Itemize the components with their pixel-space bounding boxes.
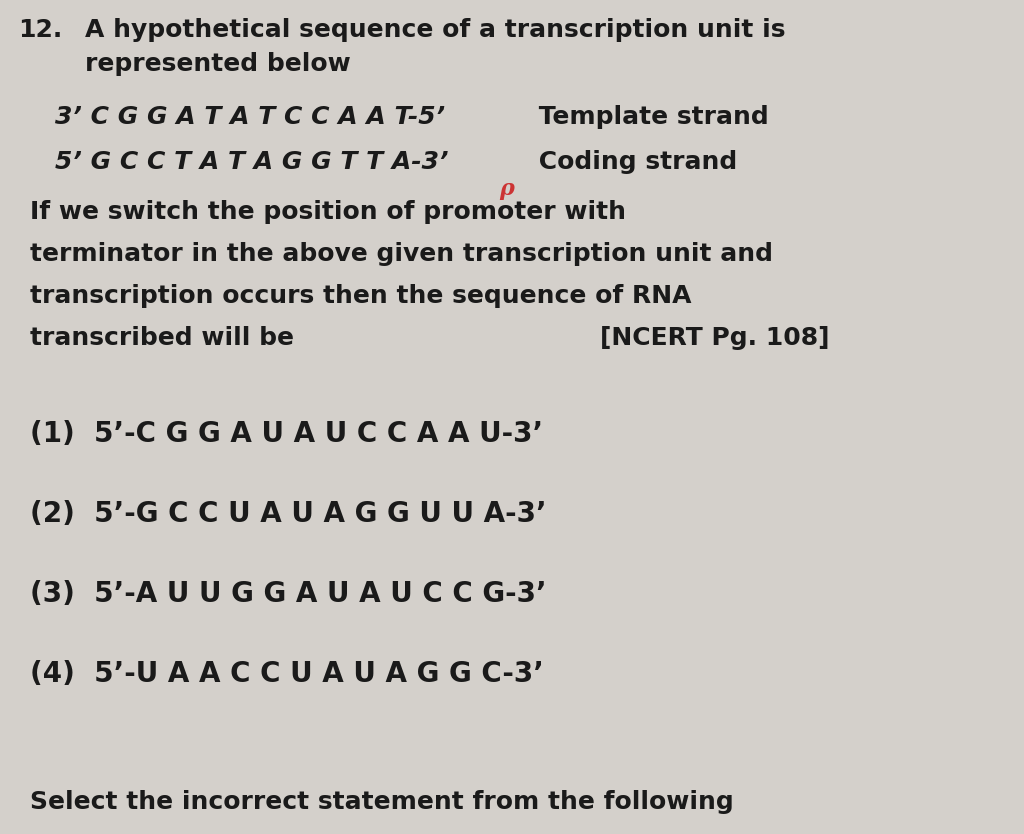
Text: (3)  5’-A U U G G A U A U C C G-3’: (3) 5’-A U U G G A U A U C C G-3’ (30, 580, 547, 608)
Text: (1)  5’-C G G A U A U C C A A U-3’: (1) 5’-C G G A U A U C C A A U-3’ (30, 420, 543, 448)
Text: Coding strand: Coding strand (530, 150, 737, 174)
Text: terminator in the above given transcription unit and: terminator in the above given transcript… (30, 242, 773, 266)
Text: 3’ C G G A T A T C C A A T-5’: 3’ C G G A T A T C C A A T-5’ (55, 105, 445, 129)
Text: transcribed will be: transcribed will be (30, 326, 294, 350)
Text: If we switch the position of promoter with: If we switch the position of promoter wi… (30, 200, 626, 224)
Text: transcription occurs then the sequence of RNA: transcription occurs then the sequence o… (30, 284, 691, 308)
Text: [NCERT Pg. 108]: [NCERT Pg. 108] (600, 326, 829, 350)
Text: 5’ G C C T A T A G G T T A-3’: 5’ G C C T A T A G G T T A-3’ (55, 150, 449, 174)
Text: Select the incorrect statement from the following: Select the incorrect statement from the … (30, 790, 734, 814)
Text: Template strand: Template strand (530, 105, 769, 129)
Text: A hypothetical sequence of a transcription unit is: A hypothetical sequence of a transcripti… (85, 18, 785, 42)
Text: (2)  5’-G C C U A U A G G U U A-3’: (2) 5’-G C C U A U A G G U U A-3’ (30, 500, 547, 528)
Text: represented below: represented below (85, 52, 351, 76)
Text: ρ: ρ (499, 178, 514, 200)
Text: 12.: 12. (18, 18, 62, 42)
Text: (4)  5’-U A A C C U A U A G G C-3’: (4) 5’-U A A C C U A U A G G C-3’ (30, 660, 544, 688)
